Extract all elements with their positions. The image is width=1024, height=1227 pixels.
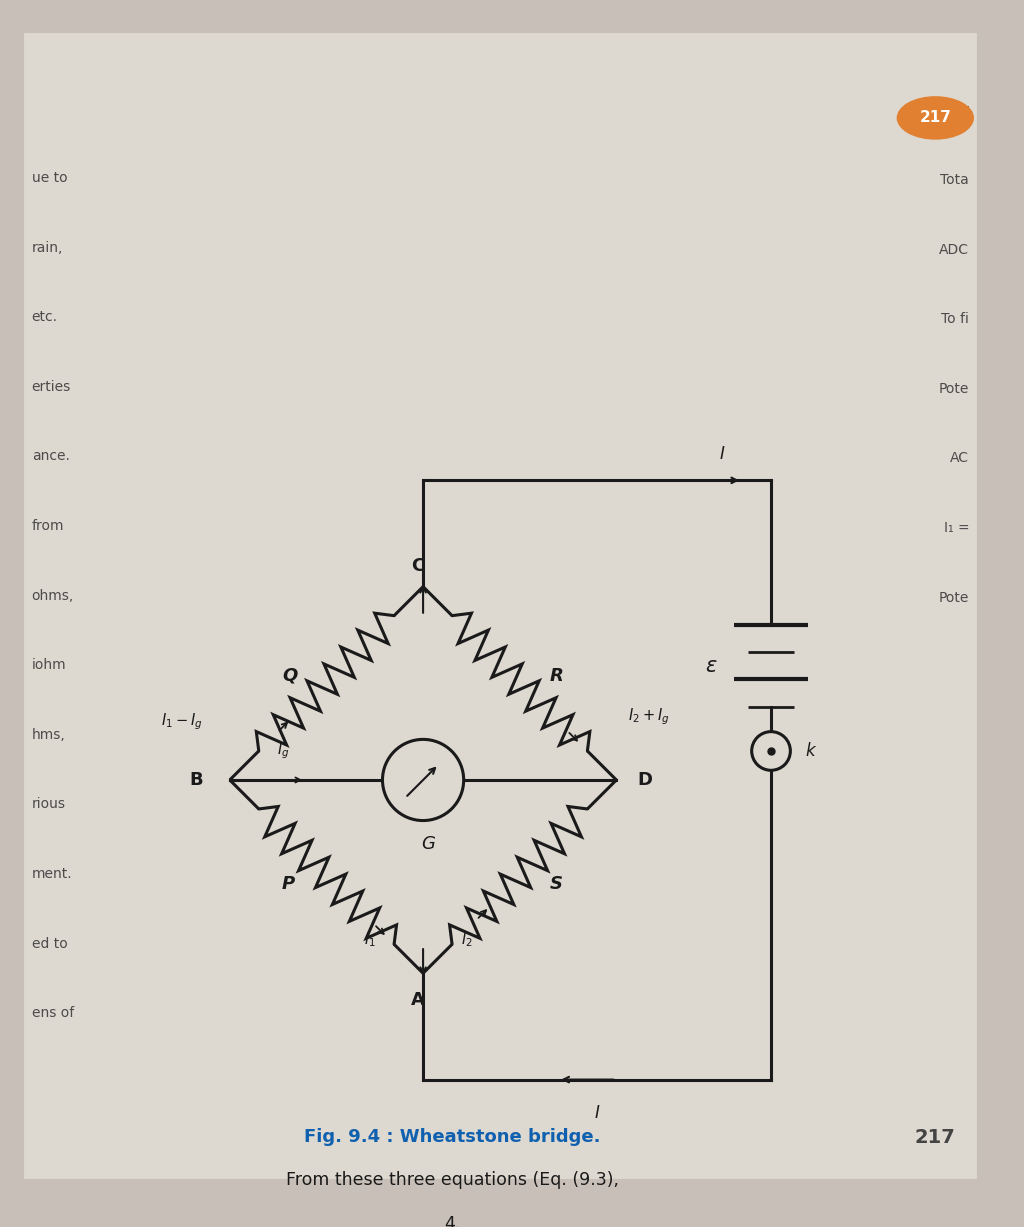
Text: rain,: rain, (32, 240, 63, 255)
Text: $I_g$: $I_g$ (276, 740, 289, 761)
Text: I₁ =: I₁ = (943, 521, 969, 535)
Text: 217: 217 (915, 1128, 955, 1147)
Text: C: C (412, 557, 425, 575)
Text: iohm: iohm (32, 658, 67, 672)
Text: ADC: ADC (939, 243, 969, 256)
Text: D: D (638, 771, 652, 789)
Text: ance.: ance. (32, 449, 70, 464)
Circle shape (752, 731, 791, 771)
Text: P: P (282, 875, 294, 893)
Text: $I$: $I$ (594, 1104, 600, 1121)
Text: Pote: Pote (939, 382, 969, 396)
Text: ed to: ed to (32, 936, 68, 951)
Text: Tota: Tota (940, 173, 969, 187)
Text: ohms,: ohms, (32, 589, 74, 602)
Text: ue to: ue to (32, 171, 68, 185)
Text: From these three equations (Eq. (9.3),: From these three equations (Eq. (9.3), (286, 1172, 618, 1189)
Circle shape (383, 740, 464, 821)
Text: etc.: etc. (32, 310, 57, 324)
Text: erties: erties (32, 380, 71, 394)
Text: $\varepsilon$: $\varepsilon$ (706, 656, 718, 676)
Text: Wher: Wher (933, 103, 969, 118)
Text: Fig. 9.4 : Wheatstone bridge.: Fig. 9.4 : Wheatstone bridge. (304, 1128, 600, 1146)
Text: $I$: $I$ (720, 445, 726, 463)
Text: ens of: ens of (32, 1006, 74, 1020)
Text: $I_2$: $I_2$ (461, 930, 472, 950)
Text: $I_2+I_g$: $I_2+I_g$ (628, 707, 670, 726)
Text: A: A (412, 990, 425, 1009)
Text: Q: Q (282, 666, 297, 685)
Text: Pote: Pote (939, 590, 969, 605)
Text: S: S (550, 875, 563, 893)
Text: 217: 217 (920, 110, 951, 125)
Text: AC: AC (950, 452, 969, 465)
Text: $I_1$: $I_1$ (364, 930, 376, 950)
Text: $k$: $k$ (805, 742, 817, 760)
Text: from: from (32, 519, 65, 533)
Text: rious: rious (32, 798, 66, 811)
Text: $I_1-I_g$: $I_1-I_g$ (161, 710, 203, 731)
Text: To fi: To fi (941, 312, 969, 326)
Ellipse shape (897, 96, 974, 140)
Text: G: G (421, 836, 435, 853)
Text: R: R (550, 666, 563, 685)
Text: ment.: ment. (32, 867, 73, 881)
Text: B: B (189, 771, 203, 789)
Text: hms,: hms, (32, 728, 66, 742)
Text: 4.: 4. (443, 1215, 460, 1227)
FancyBboxPatch shape (22, 31, 979, 1182)
